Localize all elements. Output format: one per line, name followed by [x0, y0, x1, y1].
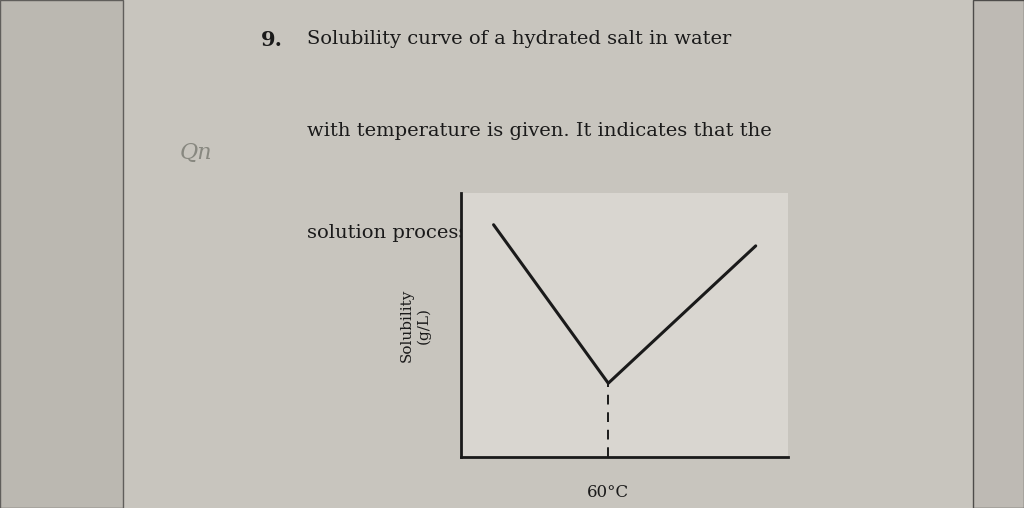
Text: 60°C: 60°C: [587, 484, 630, 500]
Text: with temperature is given. It indicates that the: with temperature is given. It indicates …: [307, 122, 772, 140]
FancyBboxPatch shape: [0, 0, 123, 508]
Text: 9.: 9.: [261, 30, 283, 50]
Text: solution process is: solution process is: [307, 224, 492, 241]
Text: Solubility
(g/L): Solubility (g/L): [399, 289, 430, 362]
Text: Solubility curve of a hydrated salt in water: Solubility curve of a hydrated salt in w…: [307, 30, 731, 48]
FancyBboxPatch shape: [973, 0, 1024, 508]
Text: Qn: Qn: [179, 142, 212, 164]
